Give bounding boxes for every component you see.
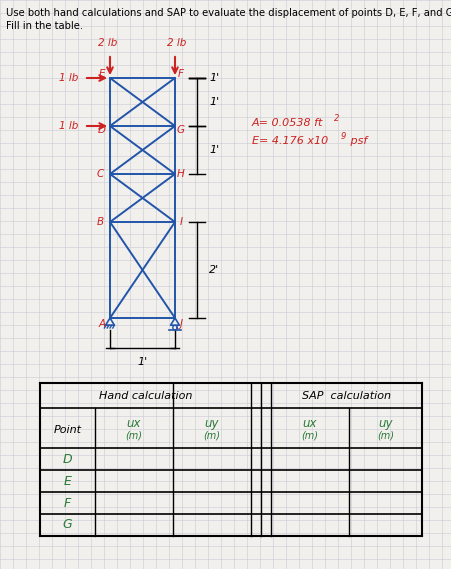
Text: (m): (m)	[125, 430, 143, 440]
Text: 2 lb: 2 lb	[98, 38, 118, 48]
Text: I: I	[179, 217, 183, 227]
Text: B: B	[97, 217, 104, 227]
Text: ux: ux	[127, 417, 141, 430]
Text: uy: uy	[205, 417, 219, 430]
Text: Hand calculation: Hand calculation	[99, 390, 192, 401]
Text: C: C	[97, 169, 104, 179]
Text: 1': 1'	[209, 97, 219, 107]
Text: F: F	[178, 69, 184, 79]
Text: SAP  calculation: SAP calculation	[302, 390, 391, 401]
Text: (m): (m)	[377, 430, 394, 440]
Text: Point: Point	[54, 425, 82, 435]
Text: 1': 1'	[209, 145, 219, 155]
Text: G: G	[63, 518, 72, 531]
Text: Fill in the table.: Fill in the table.	[6, 21, 83, 31]
Text: Use both hand calculations and SAP to evaluate the displacement of points D, E, : Use both hand calculations and SAP to ev…	[6, 8, 451, 18]
Text: uy: uy	[378, 417, 393, 430]
Text: E: E	[64, 475, 71, 488]
Text: 2 lb: 2 lb	[167, 38, 187, 48]
Text: A: A	[98, 319, 106, 329]
Text: 1': 1'	[138, 357, 147, 367]
Text: A= 0.0538 ft: A= 0.0538 ft	[252, 118, 323, 128]
Text: H: H	[177, 169, 185, 179]
Text: 1': 1'	[209, 73, 219, 83]
Text: 2': 2'	[209, 265, 219, 275]
Text: D: D	[63, 452, 72, 465]
Text: (m): (m)	[203, 430, 221, 440]
Text: F: F	[64, 497, 71, 509]
Text: E= 4.176 x10: E= 4.176 x10	[252, 136, 328, 146]
Text: 1 lb: 1 lb	[59, 73, 78, 83]
Text: D: D	[98, 125, 106, 135]
Text: 1 lb: 1 lb	[59, 121, 78, 131]
Text: 2: 2	[334, 114, 339, 123]
Text: G: G	[177, 125, 185, 135]
Text: (m): (m)	[302, 430, 318, 440]
Text: J: J	[179, 319, 183, 329]
Text: ux: ux	[303, 417, 317, 430]
Text: 9: 9	[341, 132, 346, 141]
Text: psf: psf	[347, 136, 367, 146]
Text: E: E	[99, 69, 105, 79]
